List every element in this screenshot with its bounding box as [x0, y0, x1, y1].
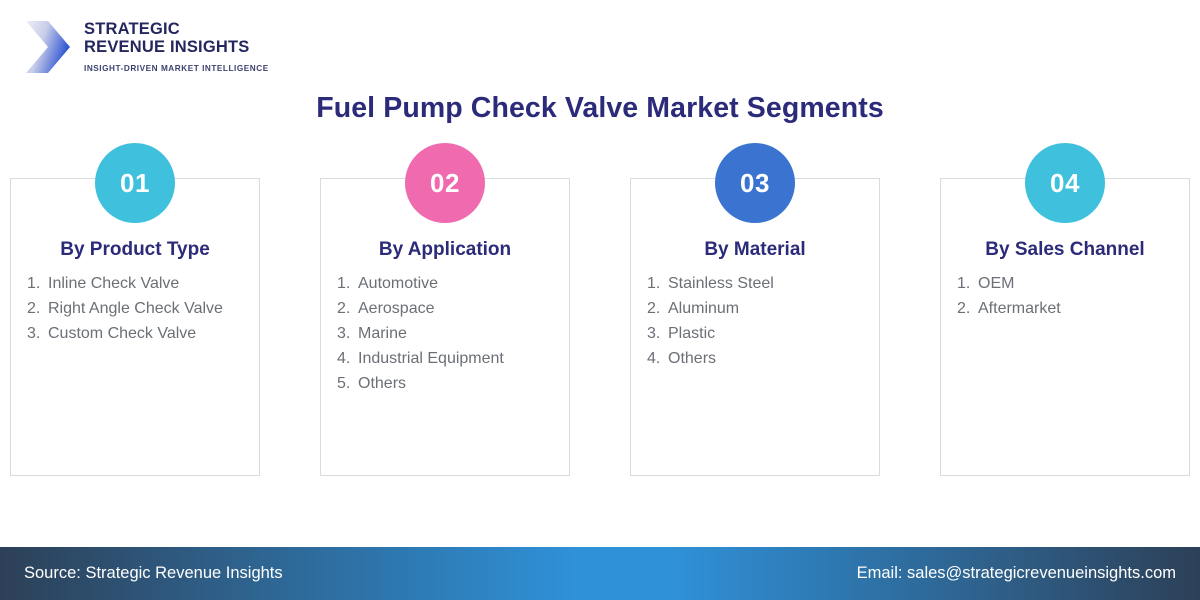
footer-email[interactable]: Email: sales@strategicrevenueinsights.co… [856, 564, 1176, 582]
list-item-number: 2. [957, 300, 971, 317]
list-item: 3. Plastic [647, 321, 869, 346]
logo-wordmark: STRATEGIC REVENUE INSIGHTS INSIGHT-DRIVE… [84, 20, 269, 73]
list-item-label: Plastic [668, 325, 716, 342]
list-item-label: Marine [358, 325, 407, 342]
list-item-number: 1. [337, 275, 351, 292]
segment-list-4: 1. OEM 2. Aftermarket [957, 271, 1179, 321]
list-item-number: 2. [647, 300, 661, 317]
footer-source: Source: Strategic Revenue Insights [24, 564, 283, 582]
list-item-label: Others [668, 350, 717, 367]
segment-cards: 01 By Product Type 1. Inline Check Valve… [10, 143, 1190, 478]
list-item-number: 3. [27, 325, 41, 342]
segment-list-2: 1. Automotive 2. Aerospace 3. Marine 4. … [337, 271, 559, 396]
list-item: 2. Aftermarket [957, 296, 1179, 321]
list-item: 4. Industrial Equipment [337, 346, 559, 371]
segment-title-1: By Product Type [60, 239, 210, 260]
page-title: Fuel Pump Check Valve Market Segments [316, 92, 884, 124]
segment-list-3: 1. Stainless Steel 2. Aluminum 3. Plasti… [647, 271, 869, 371]
list-item-number: 3. [337, 325, 351, 342]
list-item-label: Stainless Steel [668, 275, 774, 292]
list-item-number: 2. [27, 300, 41, 317]
list-item: 3. Marine [337, 321, 559, 346]
list-item: 1. Automotive [337, 271, 559, 296]
list-item-number: 1. [647, 275, 661, 292]
segment-badge-2: 02 [405, 143, 485, 223]
list-item-label: Aerospace [358, 300, 435, 317]
list-item-label: Right Angle Check Valve [48, 300, 223, 317]
list-item-number: 3. [647, 325, 661, 342]
segment-title-4: By Sales Channel [985, 239, 1145, 260]
list-item-number: 4. [337, 350, 351, 367]
list-item: 2. Right Angle Check Valve [27, 296, 249, 321]
segment-card-3: 03 By Material 1. Stainless Steel 2. Alu… [630, 143, 880, 476]
list-item: 1. OEM [957, 271, 1179, 296]
segment-title-3: By Material [704, 239, 806, 260]
segment-card-2: 02 By Application 1. Automotive 2. Aeros… [320, 143, 570, 476]
list-item-label: Others [358, 375, 407, 392]
segment-badge-3: 03 [715, 143, 795, 223]
segment-badge-4: 04 [1025, 143, 1105, 223]
list-item-label: Inline Check Valve [48, 275, 180, 292]
logo-tagline: INSIGHT-DRIVEN MARKET INTELLIGENCE [84, 63, 269, 73]
list-item: 1. Inline Check Valve [27, 271, 249, 296]
list-item-label: Industrial Equipment [358, 350, 504, 367]
list-item: 2. Aerospace [337, 296, 559, 321]
list-item-number: 2. [337, 300, 351, 317]
list-item-label: Aluminum [668, 300, 740, 317]
list-item-number: 1. [27, 275, 41, 292]
segment-badge-1: 01 [95, 143, 175, 223]
chevron-arrow-icon [26, 21, 70, 73]
segment-card-1: 01 By Product Type 1. Inline Check Valve… [10, 143, 260, 476]
segment-title-2: By Application [378, 239, 512, 260]
list-item-number: 1. [957, 275, 971, 292]
footer-bar: Source: Strategic Revenue Insights Email… [0, 547, 1200, 600]
list-item: 4. Others [647, 346, 869, 371]
list-item: 3. Custom Check Valve [27, 321, 249, 346]
list-item: 2. Aluminum [647, 296, 869, 321]
list-item-label: Aftermarket [978, 300, 1061, 317]
list-item: 5. Others [337, 371, 559, 396]
list-item-number: 5. [337, 375, 351, 392]
list-item: 1. Stainless Steel [647, 271, 869, 296]
segment-card-4: 04 By Sales Channel 1. OEM 2. Aftermarke… [940, 143, 1190, 476]
list-item-label: Automotive [358, 275, 439, 292]
logo-line-1: STRATEGIC [84, 20, 180, 39]
brand-logo: STRATEGIC REVENUE INSIGHTS INSIGHT-DRIVE… [22, 18, 269, 76]
segment-list-1: 1. Inline Check Valve 2. Right Angle Che… [27, 271, 249, 346]
list-item-number: 4. [647, 350, 661, 367]
list-item-label: OEM [978, 275, 1015, 292]
list-item-label: Custom Check Valve [48, 325, 197, 342]
logo-line-2: REVENUE INSIGHTS [84, 38, 250, 56]
